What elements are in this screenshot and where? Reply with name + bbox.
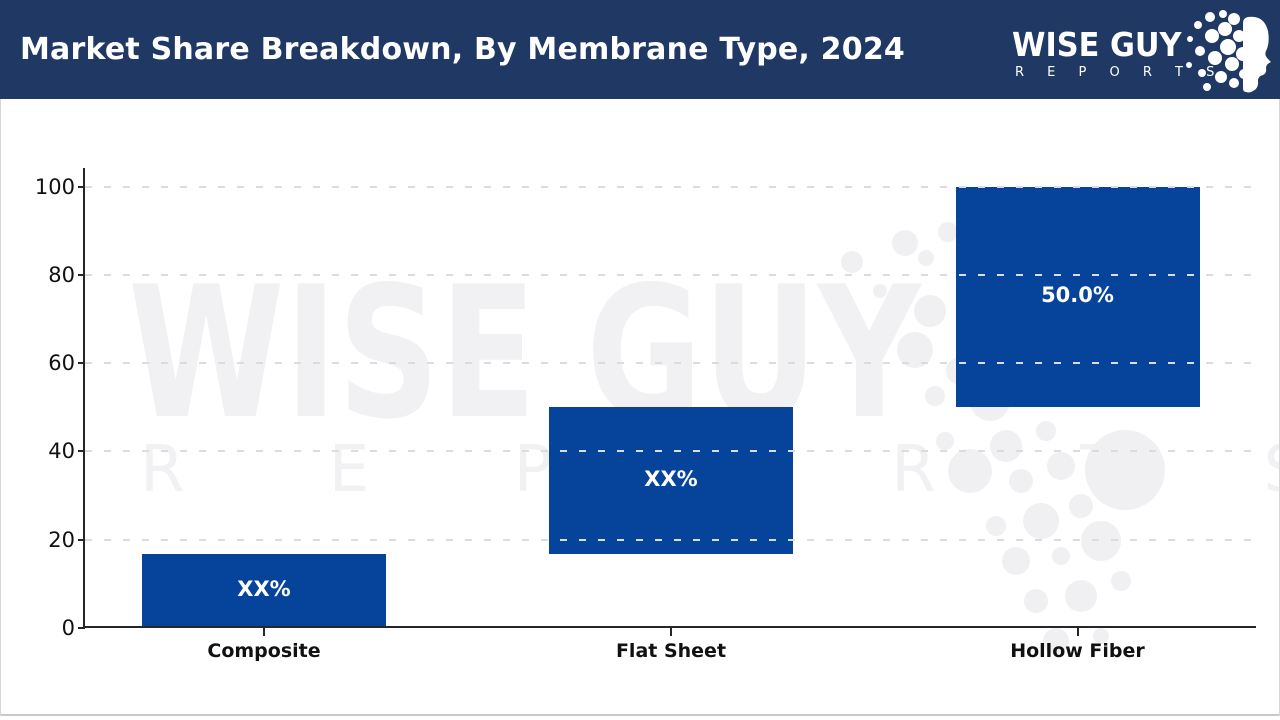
face-profile-icon — [1186, 10, 1271, 93]
watermark-dot — [1081, 521, 1121, 561]
watermark-dot — [1065, 580, 1097, 612]
watermark-dot — [1043, 628, 1069, 654]
brand-logo-subtext: R E P O R T S — [1015, 65, 1224, 80]
watermark-dot — [914, 295, 946, 327]
watermark-dot — [936, 432, 954, 450]
watermark-dot — [1069, 494, 1093, 518]
y-tick-0 — [78, 627, 85, 629]
y-tick-60 — [78, 362, 85, 365]
watermark-dot — [986, 516, 1006, 536]
watermark-dot — [892, 230, 918, 256]
watermark-dot — [1009, 469, 1033, 493]
category-label-hollow-fiber: Hollow Fiber — [1010, 640, 1145, 662]
y-tick-label-20: 20 — [48, 527, 75, 552]
watermark-dot — [1047, 452, 1075, 480]
brand-logo: WISE GUY R E P O R T S — [1012, 9, 1271, 93]
watermark-dot — [1085, 430, 1165, 510]
brand-logo-text: WISE GUY — [1012, 25, 1182, 64]
x-tick-3 — [1076, 628, 1079, 636]
bar-composite — [142, 554, 386, 628]
watermark-dot — [938, 222, 958, 242]
watermark-dot — [1111, 571, 1131, 591]
y-tick-label-0: 0 — [61, 616, 75, 640]
y-tick-20 — [78, 538, 85, 541]
watermark-dot — [1024, 589, 1048, 613]
y-tick-label-40: 40 — [48, 439, 75, 464]
page-title: Market Share Breakdown, By Membrane Type… — [20, 32, 905, 67]
bottom-border — [0, 714, 1280, 716]
bar-label-2: XX% — [644, 466, 698, 491]
watermark-dot — [990, 430, 1022, 462]
watermark-dot — [925, 386, 945, 406]
watermark-dot — [1052, 547, 1070, 565]
watermark-dot — [841, 251, 863, 273]
y-tick-label-60: 60 — [48, 351, 75, 376]
category-label-composite: Composite — [207, 640, 321, 662]
gridline-40 — [85, 450, 1256, 453]
watermark-dot — [948, 449, 992, 493]
watermark-dot — [1023, 503, 1059, 539]
watermark-dot — [918, 250, 934, 266]
y-tick-label-100: 100 — [34, 174, 75, 199]
watermark-dot — [1036, 421, 1056, 441]
gridline-80 — [85, 273, 1256, 276]
left-border — [0, 99, 1, 716]
gridline-20 — [85, 538, 1256, 541]
x-axis-line — [83, 626, 1256, 628]
watermark-dot — [1002, 547, 1030, 575]
y-tick-100 — [78, 185, 85, 188]
watermark-dot — [1093, 628, 1109, 644]
x-tick-2 — [670, 628, 672, 636]
x-tick-1 — [263, 628, 265, 636]
gridline-100 — [85, 185, 1256, 188]
category-label-flat-sheet: Flat Sheet — [615, 640, 727, 662]
bar-flat-sheet — [549, 407, 793, 555]
watermark-dot — [897, 332, 933, 368]
watermark-dot — [873, 284, 887, 298]
bar-hollow-fiber — [955, 186, 1200, 408]
y-axis-line — [83, 168, 85, 628]
header-bar: Market Share Breakdown, By Membrane Type… — [0, 0, 1280, 99]
y-tick-80 — [78, 273, 85, 276]
y-tick-label-80: 80 — [48, 262, 75, 287]
y-tick-40 — [78, 450, 85, 453]
bar-label-3: 50.0% — [1041, 282, 1114, 307]
gridline-60 — [85, 362, 1256, 365]
bar-label-1: XX% — [237, 577, 291, 602]
